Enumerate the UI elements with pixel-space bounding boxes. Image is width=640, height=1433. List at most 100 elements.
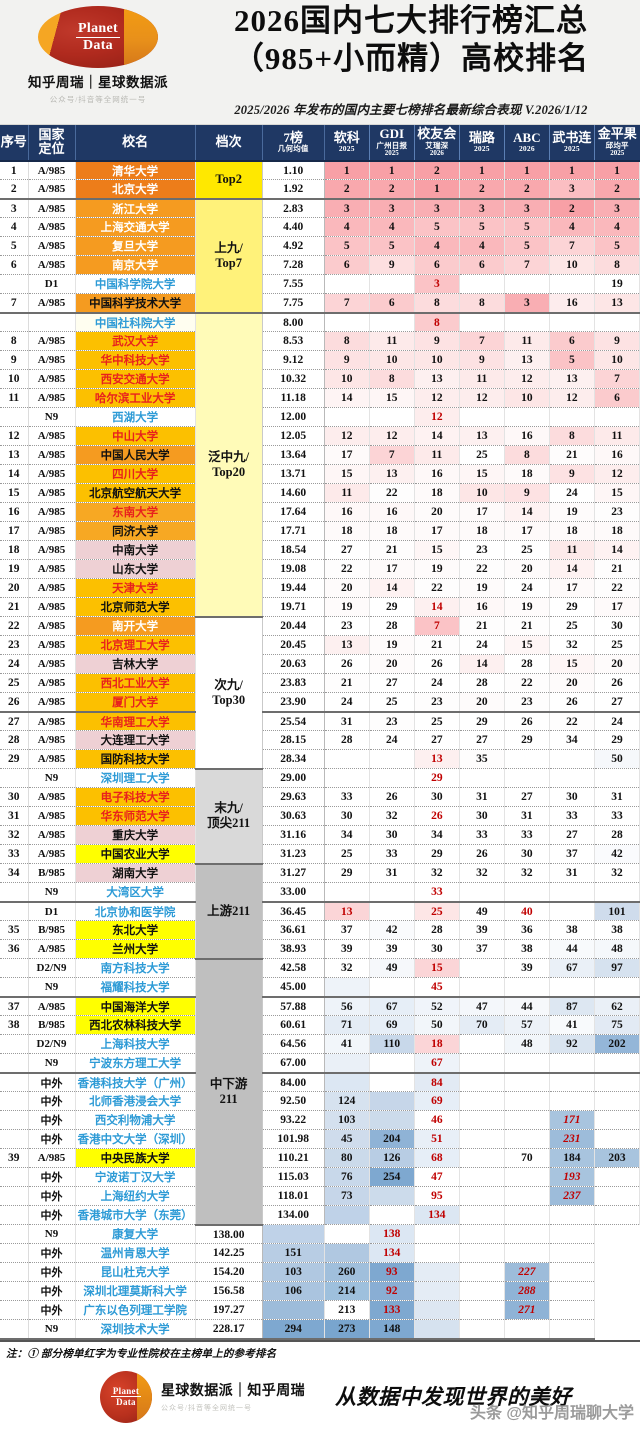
table-row[interactable]: N9 福耀科技大学 45.00 45 <box>0 977 640 998</box>
row-rank-ruilu: 3 <box>459 198 505 219</box>
row-rank-wsl: 44 <box>549 939 595 960</box>
row-rank-ruanke: 5 <box>324 236 370 257</box>
table-row[interactable]: 6 A/985 南京大学 7.28 6 9 6 6 7 10 8 <box>0 255 640 276</box>
row-school-name: 华东师范大学 <box>75 806 196 827</box>
row-geometric-mean: 18.54 <box>262 540 325 561</box>
row-rank-xyh: 32 <box>414 863 460 884</box>
table-row[interactable]: 25 A/985 西北工业大学 23.83 21 27 24 28 22 20 26 <box>0 673 640 694</box>
table-row[interactable]: 17 A/985 同济大学 17.71 18 18 17 18 17 18 18 <box>0 521 640 542</box>
table-row[interactable]: N9 深圳技术大学 228.17 294 273 148 <box>0 1319 640 1340</box>
row-rank-xyh: 14 <box>414 597 460 618</box>
table-row[interactable]: 35 B/985 东北大学 36.61 37 42 28 39 36 38 38 <box>0 920 640 941</box>
table-row[interactable]: N9 深圳理工大学 末九/ 顶尖211 29.00 29 <box>0 768 640 865</box>
row-school-name: 哈尔滨工业大学 <box>75 388 196 409</box>
table-row[interactable]: 中外 香港中文大学（深圳） 101.98 45 204 51 231 <box>0 1129 640 1150</box>
table-row[interactable]: 4 A/985 上海交通大学 4.40 4 4 5 5 5 4 4 <box>0 217 640 238</box>
brand-caption: 知乎周瑞｜星球数据派 <box>28 75 168 90</box>
row-geometric-mean: 84.00 <box>262 1072 325 1093</box>
row-school-name: 浙江大学 <box>75 198 196 219</box>
table-row[interactable]: N9 西湖大学 12.00 12 <box>0 407 640 428</box>
row-school-name: 温州肯恩大学 <box>75 1243 196 1264</box>
row-rank-ruanke: 41 <box>324 1034 370 1055</box>
row-rank-gdi: 12 <box>369 426 415 447</box>
table-row[interactable]: 33 A/985 中国农业大学 31.23 25 33 29 26 30 37 42 <box>0 844 640 865</box>
table-row[interactable]: D1 北京协和医学院 36.45 13 25 49 40 101 <box>0 901 640 922</box>
table-row[interactable]: 34 B/985 湖南大学 上游211 31.27 29 31 32 32 32 31 32 <box>0 863 640 960</box>
row-school-name: 山东大学 <box>75 559 196 580</box>
row-rank-ruilu: 32 <box>459 863 505 884</box>
table-row[interactable]: 32 A/985 重庆大学 31.16 34 30 34 33 33 27 28 <box>0 825 640 846</box>
table-row[interactable]: 28 A/985 大连理工大学 28.15 28 24 27 27 29 34 29 <box>0 730 640 751</box>
table-row[interactable]: N9 大湾区大学 33.00 33 <box>0 882 640 903</box>
table-row[interactable]: N9 宁波东方理工大学 67.00 67 <box>0 1053 640 1074</box>
row-rank-xyh: 50 <box>414 1015 460 1036</box>
table-row[interactable]: 18 A/985 中南大学 18.54 27 21 15 23 25 11 14 <box>0 540 640 561</box>
table-row[interactable]: 29 A/985 国防科技大学 28.34 13 35 50 <box>0 749 640 770</box>
table-row[interactable]: 8 A/985 武汉大学 8.53 8 11 9 7 11 6 9 <box>0 331 640 352</box>
table-row[interactable]: 38 B/985 西北农林科技大学 60.61 71 69 50 70 57 41 75 <box>0 1015 640 1036</box>
row-rank-abc: 11 <box>504 331 550 352</box>
table-row[interactable]: 21 A/985 北京师范大学 19.71 19 29 14 16 19 29 17 <box>0 597 640 618</box>
table-row[interactable]: D1 中国科学院大学 7.55 3 19 <box>0 274 640 295</box>
table-row[interactable]: 7 A/985 中国科学技术大学 7.75 7 6 8 8 3 16 13 <box>0 293 640 314</box>
table-row[interactable]: 26 A/985 厦门大学 23.90 24 25 23 20 23 26 27 <box>0 692 640 713</box>
table-row[interactable]: 19 A/985 山东大学 19.08 22 17 19 22 20 14 21 <box>0 559 640 580</box>
row-school-name: 上海科技大学 <box>75 1034 196 1055</box>
table-row[interactable]: 中外 香港城市大学（东莞） 134.00 134 <box>0 1205 640 1226</box>
table-row[interactable]: N9 康复大学 138.00 138 <box>0 1224 640 1245</box>
row-school-name: 中国海洋大学 <box>75 996 196 1017</box>
table-row[interactable]: 中外 香港科技大学（广州） 84.00 84 <box>0 1072 640 1093</box>
tier-label: 上九/ Top7 <box>195 198 263 314</box>
row-rank-ruilu: 13 <box>459 426 505 447</box>
table-row[interactable]: 31 A/985 华东师范大学 30.63 30 32 26 30 31 33 33 <box>0 806 640 827</box>
table-row[interactable]: 23 A/985 北京理工大学 20.45 13 19 21 24 15 32 25 <box>0 635 640 656</box>
table-row[interactable]: D2/N9 上海科技大学 64.56 41 110 18 48 92 202 <box>0 1034 640 1055</box>
table-row[interactable]: 2 A/985 北京大学 1.92 2 2 1 2 2 3 2 <box>0 179 640 200</box>
table-row[interactable]: 中国社科院大学 泛中九/ Top20 8.00 8 <box>0 312 640 618</box>
table-row[interactable]: 11 A/985 哈尔滨工业大学 11.18 14 15 12 12 10 12 6 <box>0 388 640 409</box>
table-row[interactable]: D2/N9 南方科技大学 中下游 211 42.58 32 49 15 39 67 97 <box>0 958 640 1226</box>
table-row[interactable]: 13 A/985 中国人民大学 13.64 17 7 11 25 8 21 16 <box>0 445 640 466</box>
table-row[interactable]: 20 A/985 天津大学 19.44 20 14 22 19 24 17 22 <box>0 578 640 599</box>
table-row[interactable]: 12 A/985 中山大学 12.05 12 12 14 13 16 8 11 <box>0 426 640 447</box>
table-row[interactable]: 9 A/985 华中科技大学 9.12 9 10 10 9 13 5 10 <box>0 350 640 371</box>
table-row[interactable]: 中外 深圳北理莫斯科大学 156.58 106 214 92 288 <box>0 1281 640 1302</box>
table-row[interactable]: 30 A/985 电子科技大学 29.63 33 26 30 31 27 30 31 <box>0 787 640 808</box>
table-row[interactable]: 39 A/985 中央民族大学 110.21 80 126 68 70 184 203 <box>0 1148 640 1169</box>
row-index <box>0 1053 29 1074</box>
table-row[interactable]: 36 A/985 兰州大学 38.93 39 39 30 37 38 44 48 <box>0 939 640 960</box>
row-national-position: A/985 <box>28 711 76 732</box>
row-rank-wsl: 271 <box>504 1300 550 1321</box>
table-row[interactable]: 3 A/985 浙江大学 上九/ Top7 2.83 3 3 3 3 3 2 3 <box>0 198 640 314</box>
table-row[interactable]: 中外 宁波诺丁汉大学 115.03 76 254 47 193 <box>0 1167 640 1188</box>
table-row[interactable]: 24 A/985 吉林大学 20.63 26 20 26 14 28 15 20 <box>0 654 640 675</box>
table-row[interactable]: 中外 昆山杜克大学 154.20 103 260 93 227 <box>0 1262 640 1283</box>
row-index: 1 <box>0 160 29 181</box>
table-row[interactable]: 16 A/985 东南大学 17.64 16 16 20 17 14 19 23 <box>0 502 640 523</box>
table-row[interactable]: 中外 西交利物浦大学 93.22 103 46 171 <box>0 1110 640 1131</box>
table-row[interactable]: 5 A/985 复旦大学 4.92 5 5 4 4 5 7 5 <box>0 236 640 257</box>
table-row[interactable]: 中外 温州肯恩大学 142.25 151 134 <box>0 1243 640 1264</box>
row-rank-ruanke: 1 <box>324 160 370 181</box>
row-school-name: 上海交通大学 <box>75 217 196 238</box>
table-row[interactable]: 1 A/985 清华大学 Top2 1.10 1 1 2 1 1 1 1 <box>0 160 640 200</box>
row-rank-ruanke <box>324 882 370 903</box>
table-row[interactable]: 22 A/985 南开大学 次九/ Top30 20.44 23 28 7 21 21 25 30 <box>0 616 640 770</box>
row-geometric-mean: 25.54 <box>262 711 325 732</box>
table-row[interactable]: 15 A/985 北京航空航天大学 14.60 11 22 18 10 9 24 15 <box>0 483 640 504</box>
table-row[interactable]: 中外 上海纽约大学 118.01 73 95 237 <box>0 1186 640 1207</box>
table-row[interactable]: 37 A/985 中国海洋大学 57.88 56 67 52 47 44 87 62 <box>0 996 640 1017</box>
row-school-name: 康复大学 <box>75 1224 196 1245</box>
table-row[interactable]: 14 A/985 四川大学 13.71 15 13 16 15 18 9 12 <box>0 464 640 485</box>
row-rank-wsl: 184 <box>549 1148 595 1169</box>
row-rank-xyh: 15 <box>414 958 460 979</box>
table-row[interactable]: 中外 广东以色列理工学院 197.27 213 133 271 <box>0 1300 640 1321</box>
row-rank-ruanke: 56 <box>324 996 370 1017</box>
row-rank-jpg: 10 <box>594 350 640 371</box>
row-rank-ruanke: 34 <box>324 825 370 846</box>
table-row[interactable]: 10 A/985 西安交通大学 10.32 10 8 13 11 12 13 7 <box>0 369 640 390</box>
table-row[interactable]: 27 A/985 华南理工大学 25.54 31 23 25 29 26 22 24 <box>0 711 640 732</box>
row-rank-ruanke: 22 <box>324 559 370 580</box>
row-geometric-mean: 19.44 <box>262 578 325 599</box>
table-row[interactable]: 中外 北师香港浸会大学 92.50 124 69 <box>0 1091 640 1112</box>
